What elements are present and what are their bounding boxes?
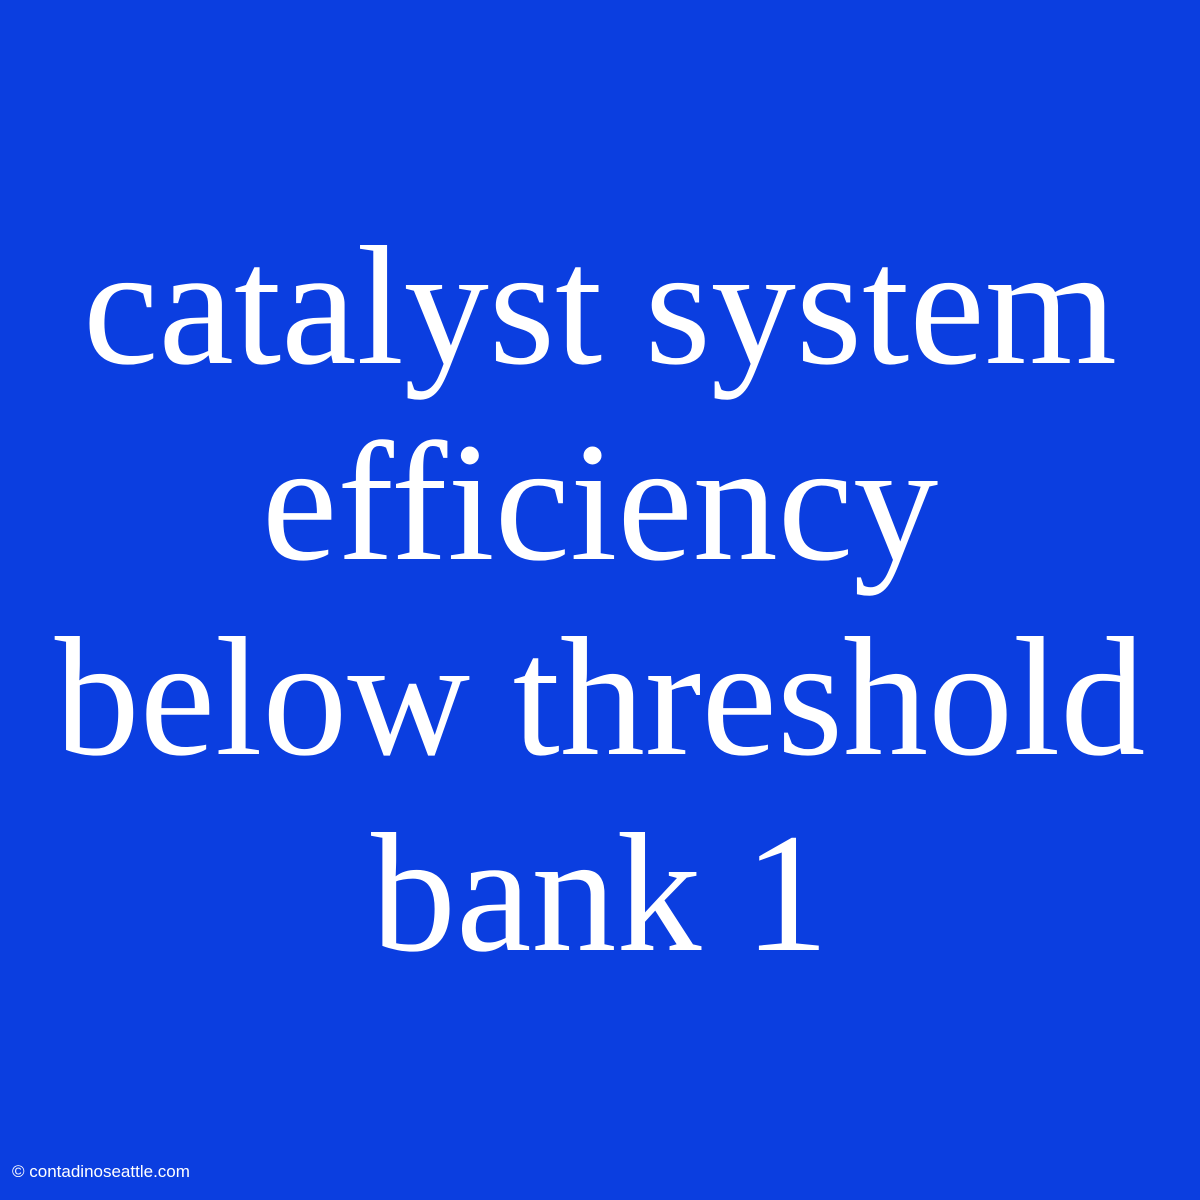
main-message: catalyst system efficiency below thresho… bbox=[0, 0, 1200, 1200]
attribution-text: © contadinoseattle.com bbox=[12, 1162, 190, 1182]
